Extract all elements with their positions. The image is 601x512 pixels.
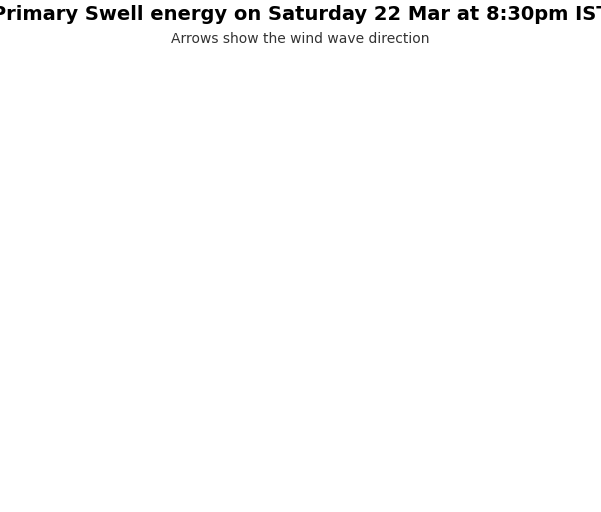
Text: Arrows show the wind wave direction: Arrows show the wind wave direction [171, 32, 430, 46]
Text: Primary Swell energy on Saturday 22 Mar at 8:30pm IST: Primary Swell energy on Saturday 22 Mar … [0, 5, 601, 24]
